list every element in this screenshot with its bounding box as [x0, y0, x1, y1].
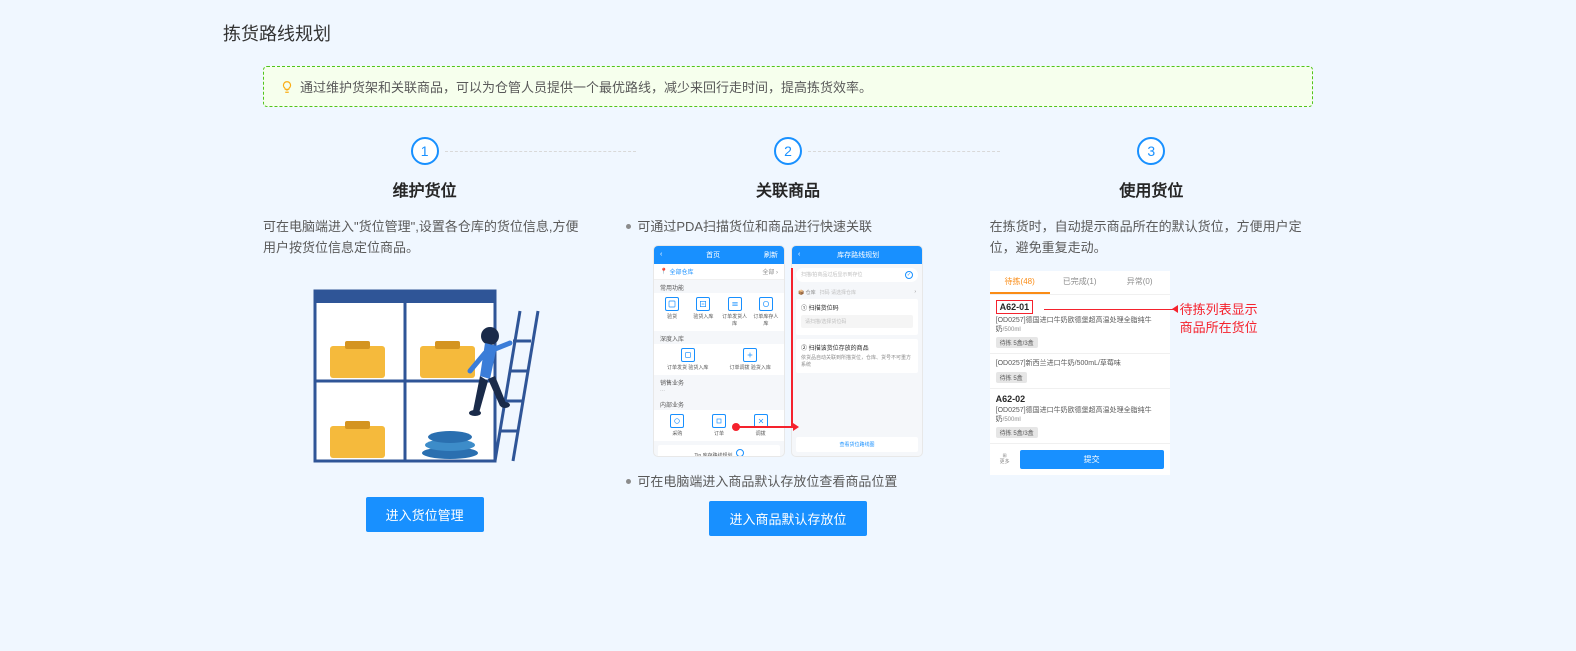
pick-location: A62-02: [996, 394, 1164, 404]
flow-arrow-icon: [738, 426, 793, 428]
step-connector: [808, 151, 1000, 152]
bullet-icon: [626, 224, 631, 229]
arrow-head-icon: [1172, 305, 1178, 313]
step-3-number: 3: [1137, 137, 1165, 165]
tip-text: 通过维护货架和关联商品，可以为仓管人员提供一个最优路线，减少来回行走时间，提高拣…: [300, 77, 872, 96]
pick-list-mock: 待拣(48) 已完成(1) 异常(0) A62-01 [OD0257]德国进口牛…: [990, 271, 1170, 476]
step-3-annotation: 待拣列表显示商品所在货位: [1180, 301, 1270, 337]
steps-row: 1 维护货位 可在电脑端进入"货位管理",设置各仓库的货位信息,方便用户按货位信…: [213, 137, 1363, 536]
step-2-action-button[interactable]: 进入商品默认存放位: [709, 501, 866, 536]
step-3-title: 使用货位: [1119, 177, 1183, 201]
pick-submit-button: 提交: [1020, 450, 1164, 469]
step-1: 1 维护货位 可在电脑端进入"货位管理",设置各仓库的货位信息,方便用户按货位信…: [253, 137, 596, 536]
step-2-bullet-1: 可通过PDA扫描货位和商品进行快速关联: [616, 217, 959, 238]
pick-tab-pending: 待拣(48): [990, 271, 1050, 294]
step-2: 2 关联商品 可通过PDA扫描货位和商品进行快速关联 ‹ 首页 刷新: [616, 137, 959, 536]
phone-mock-scan: ‹ 库存路线规划 扫描/拍商品过后显示到存位 ✓ 📦 仓库 扫码 请选择仓库 ›: [792, 246, 922, 456]
step-connector: [445, 151, 637, 152]
annotation-arrow-icon: [1044, 309, 1174, 310]
page-container: 拣货路线规划 通过维护货架和关联商品，可以为仓管人员提供一个最优路线，减少来回行…: [213, 0, 1363, 556]
pick-location-highlighted: A62-01: [996, 300, 1034, 314]
step-2-title: 关联商品: [756, 177, 820, 201]
step-2-illustration: ‹ 首页 刷新 📍 全部仓库 全部 › 常用功能 验货 验货入库: [616, 246, 959, 456]
step-2-bullet-2: 可在电脑端进入商品默认存放位查看商品位置: [616, 472, 959, 493]
flow-line-icon: [791, 268, 793, 427]
phone-mock-home: ‹ 首页 刷新 📍 全部仓库 全部 › 常用功能 验货 验货入库: [654, 246, 784, 456]
step-3: 3 使用货位 在拣货时，自动提示商品所在的默认货位，方便用户定位，避免重复走动。…: [980, 137, 1323, 536]
page-title: 拣货路线规划: [223, 20, 1363, 46]
step-2-number: 2: [774, 137, 802, 165]
pick-tab-error: 异常(0): [1110, 271, 1170, 294]
step-3-illustration: 待拣(48) 已完成(1) 异常(0) A62-01 [OD0257]德国进口牛…: [980, 271, 1323, 476]
step-1-title: 维护货位: [393, 177, 457, 201]
step-1-illustration: [253, 271, 596, 481]
bullet-icon: [626, 479, 631, 484]
pick-more-icon: ⊞更多: [996, 454, 1014, 465]
step-1-action-button[interactable]: 进入货位管理: [366, 497, 484, 532]
tip-banner: 通过维护货架和关联商品，可以为仓管人员提供一个最优路线，减少来回行走时间，提高拣…: [263, 66, 1313, 107]
step-3-desc: 在拣货时，自动提示商品所在的默认货位，方便用户定位，避免重复走动。: [980, 217, 1323, 259]
pick-tab-done: 已完成(1): [1050, 271, 1110, 294]
step-1-desc: 可在电脑端进入"货位管理",设置各仓库的货位信息,方便用户按货位信息定位商品。: [253, 217, 596, 259]
lightbulb-icon: [280, 80, 294, 94]
step-1-number: 1: [411, 137, 439, 165]
